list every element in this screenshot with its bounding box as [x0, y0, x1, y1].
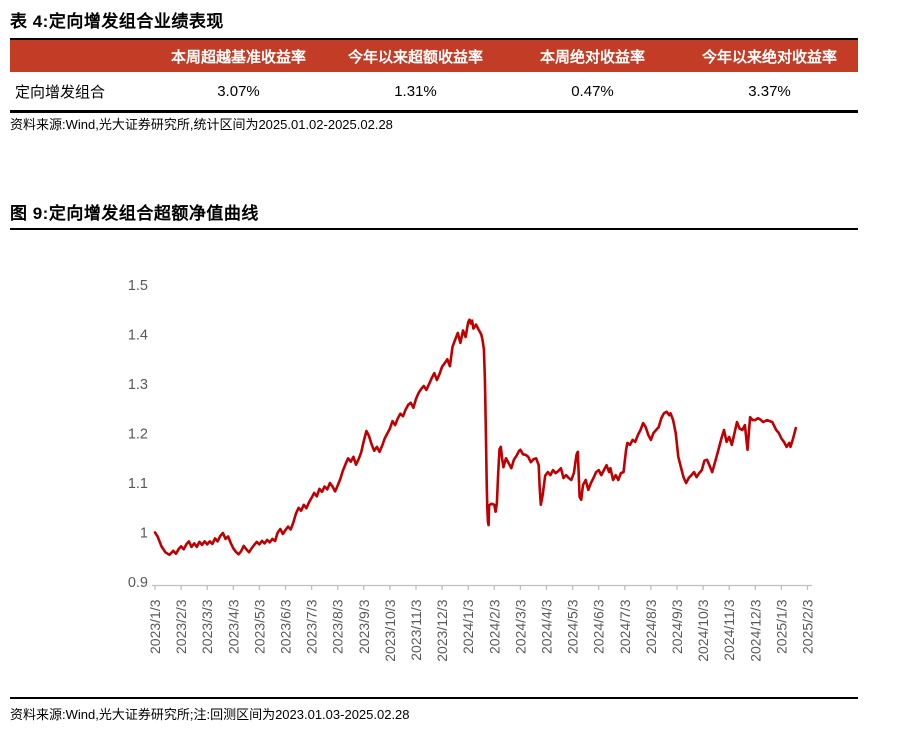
table-title: 表 4:定向增发组合业绩表现	[10, 12, 224, 31]
x-tick-label: 2024/8/3	[643, 599, 659, 654]
y-tick-label: 0.9	[128, 575, 148, 591]
y-tick-label: 1.5	[128, 278, 148, 294]
x-tick-label: 2024/12/3	[747, 599, 763, 661]
y-tick-label: 1.3	[128, 377, 148, 393]
excess-nav-chart: 2023/1/3 2023/2/3 2023/3/3 2023/4/3 2023/5/3…	[0, 240, 924, 692]
table-row: 定向增发组合 3.07% 1.31% 0.47% 3.37%	[10, 72, 858, 112]
x-tick-label: 2024/10/3	[695, 599, 711, 661]
figure-bottom-rule	[10, 697, 858, 699]
x-tick-label: 2023/5/3	[251, 599, 267, 654]
metric-value-week-excess: 3.07%	[150, 72, 327, 112]
metric-value-ytd-absolute: 3.37%	[681, 72, 858, 112]
excess-nav-line	[153, 318, 798, 557]
row-label: 定向增发组合	[10, 72, 150, 112]
x-tick-label: 2024/5/3	[565, 599, 581, 654]
x-tick-label: 2023/10/3	[382, 599, 398, 661]
x-tick-label: 2024/11/3	[721, 599, 737, 660]
x-tick-label: 2023/12/3	[434, 599, 450, 661]
metric-value-ytd-excess: 1.31%	[327, 72, 504, 112]
figure-title: 图 9:定向增发组合超额净值曲线	[10, 204, 259, 223]
x-tick-label: 2024/4/3	[539, 599, 555, 654]
figure-source-note: 资料来源:Wind,光大证券研究所;注:回测区间为2023.01.03-2025…	[10, 707, 410, 722]
x-tick-label: 2024/6/3	[591, 599, 607, 654]
table-source-note: 资料来源:Wind,光大证券研究所,统计区间为2025.01.02-2025.0…	[10, 117, 393, 132]
x-tick-label: 2023/4/3	[225, 599, 241, 654]
chart-canvas: 2023/1/3 2023/2/3 2023/3/3 2023/4/3 2023/5/3…	[128, 278, 816, 662]
x-tick-label: 2024/2/3	[486, 599, 502, 654]
table-header-cell-ytd-excess: 今年以来超额收益率	[327, 39, 504, 72]
table-header-cell-ytd-absolute: 今年以来绝对收益率	[681, 39, 858, 72]
table-header-cell-week-excess: 本周超越基准收益率	[150, 39, 327, 72]
y-tick-label: 1.2	[128, 427, 148, 443]
x-tick-label: 2023/2/3	[173, 599, 189, 654]
metric-value-week-absolute: 0.47%	[504, 72, 681, 112]
figure-title-rule	[10, 228, 858, 230]
x-tick-label: 2024/9/3	[669, 599, 685, 654]
performance-table: 本周超越基准收益率 今年以来超额收益率 本周绝对收益率 今年以来绝对收益率 定向…	[10, 38, 858, 113]
x-tick-label: 2023/3/3	[199, 599, 215, 654]
y-tick-label: 1.1	[128, 476, 148, 492]
x-tick-label: 2024/3/3	[512, 599, 528, 654]
x-tick-label: 2023/7/3	[304, 599, 320, 654]
x-tick-label: 2024/1/3	[460, 599, 476, 654]
x-tick-label: 2023/6/3	[278, 599, 294, 654]
table-header-cell-week-absolute: 本周绝对收益率	[504, 39, 681, 72]
y-tick-label: 1	[140, 526, 148, 542]
x-tick-label: 2024/7/3	[617, 599, 633, 654]
table-header-cell-blank	[10, 39, 150, 72]
x-tick-label: 2025/1/3	[773, 599, 789, 654]
x-tick-label: 2023/8/3	[330, 599, 346, 654]
x-tick-label: 2023/1/3	[147, 599, 163, 654]
table-header-row: 本周超越基准收益率 今年以来超额收益率 本周绝对收益率 今年以来绝对收益率	[10, 39, 858, 72]
x-tick-label: 2025/2/3	[800, 599, 816, 654]
x-tick-label: 2023/9/3	[356, 599, 372, 654]
x-tick-label: 2023/11/3	[408, 599, 424, 660]
y-tick-label: 1.4	[128, 328, 148, 344]
